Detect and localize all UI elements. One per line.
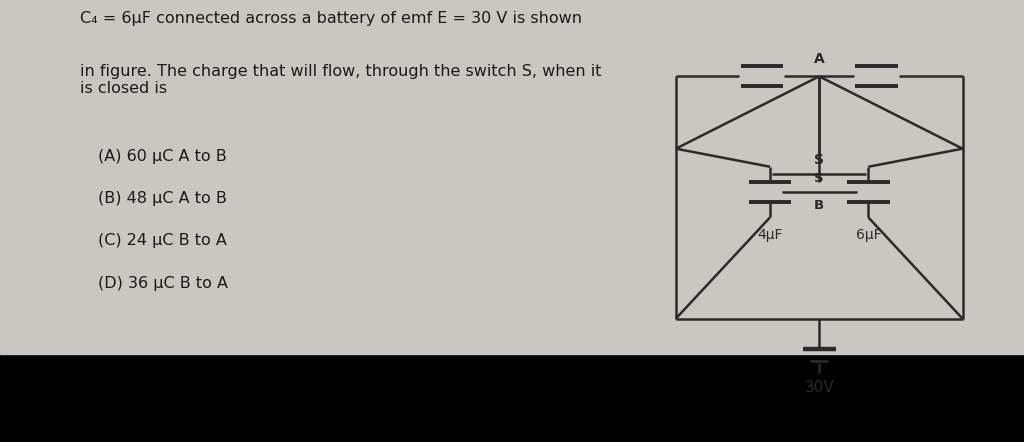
- Text: A: A: [814, 52, 824, 66]
- Text: (C) 24 μC B to A: (C) 24 μC B to A: [98, 233, 227, 248]
- Text: C₄ = 6μF connected across a battery of emf E = 30 V is shown: C₄ = 6μF connected across a battery of e…: [80, 11, 582, 26]
- Text: 4μF: 4μF: [758, 228, 782, 242]
- Bar: [0, 354, 1024, 442]
- Text: 6μF: 6μF: [855, 228, 882, 242]
- Text: 30V: 30V: [804, 380, 835, 395]
- Text: B: B: [814, 198, 824, 212]
- Text: in figure. The charge that will flow, through the switch S, when it
is closed is: in figure. The charge that will flow, th…: [80, 64, 601, 96]
- Text: (B) 48 μC A to B: (B) 48 μC A to B: [98, 191, 227, 206]
- Text: (A) 60 μC A to B: (A) 60 μC A to B: [98, 149, 227, 164]
- Text: S: S: [814, 153, 824, 168]
- Text: (D) 36 μC B to A: (D) 36 μC B to A: [98, 276, 228, 291]
- Text: S: S: [814, 172, 824, 185]
- Bar: [0, 0, 1024, 354]
